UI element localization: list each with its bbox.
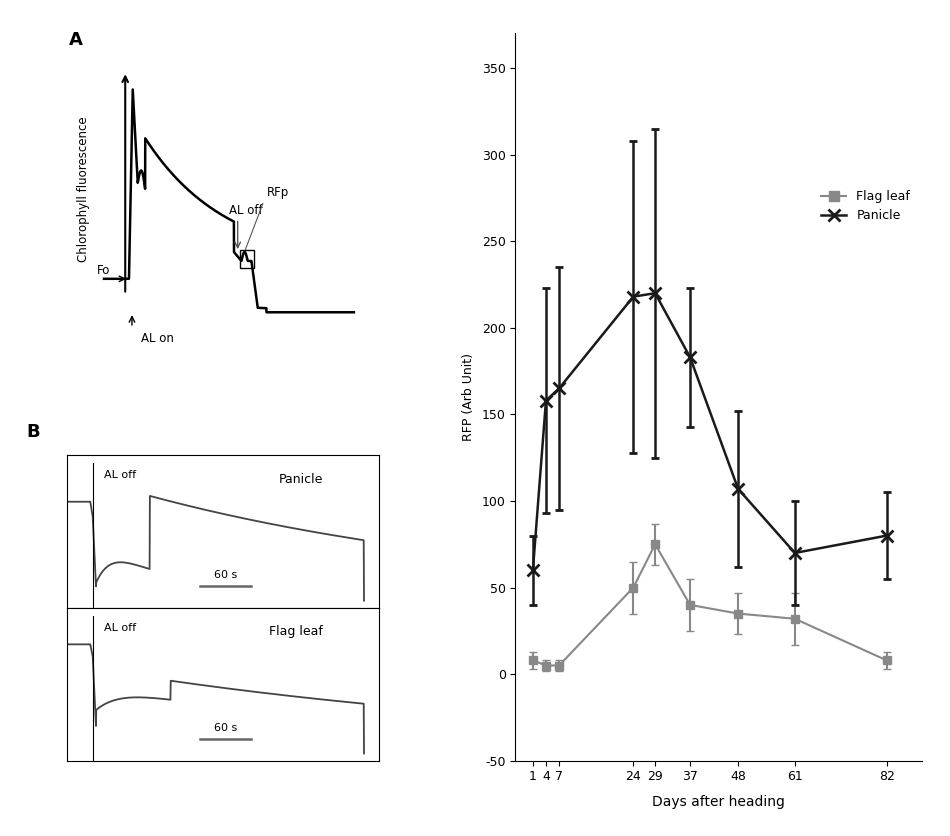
Text: AL off: AL off: [104, 471, 136, 481]
Text: Flag leaf: Flag leaf: [269, 625, 323, 639]
Text: 60 s: 60 s: [214, 570, 238, 580]
Text: 60 s: 60 s: [214, 723, 238, 733]
Text: A: A: [69, 31, 83, 48]
Legend: Flag leaf, Panicle: Flag leaf, Panicle: [816, 185, 915, 227]
X-axis label: Days after heading: Days after heading: [652, 794, 785, 808]
Text: AL off: AL off: [104, 624, 136, 633]
Text: B: B: [26, 423, 40, 441]
Text: Panicle: Panicle: [278, 472, 323, 486]
Text: Chlorophyll fluorescence: Chlorophyll fluorescence: [78, 117, 90, 263]
Y-axis label: RFP (Arb Unit): RFP (Arb Unit): [462, 353, 475, 441]
Text: AL on: AL on: [142, 333, 175, 345]
Text: RFp: RFp: [266, 186, 289, 199]
Text: AL off: AL off: [229, 204, 262, 217]
Text: Fo: Fo: [97, 263, 110, 277]
Bar: [240, 250, 254, 268]
